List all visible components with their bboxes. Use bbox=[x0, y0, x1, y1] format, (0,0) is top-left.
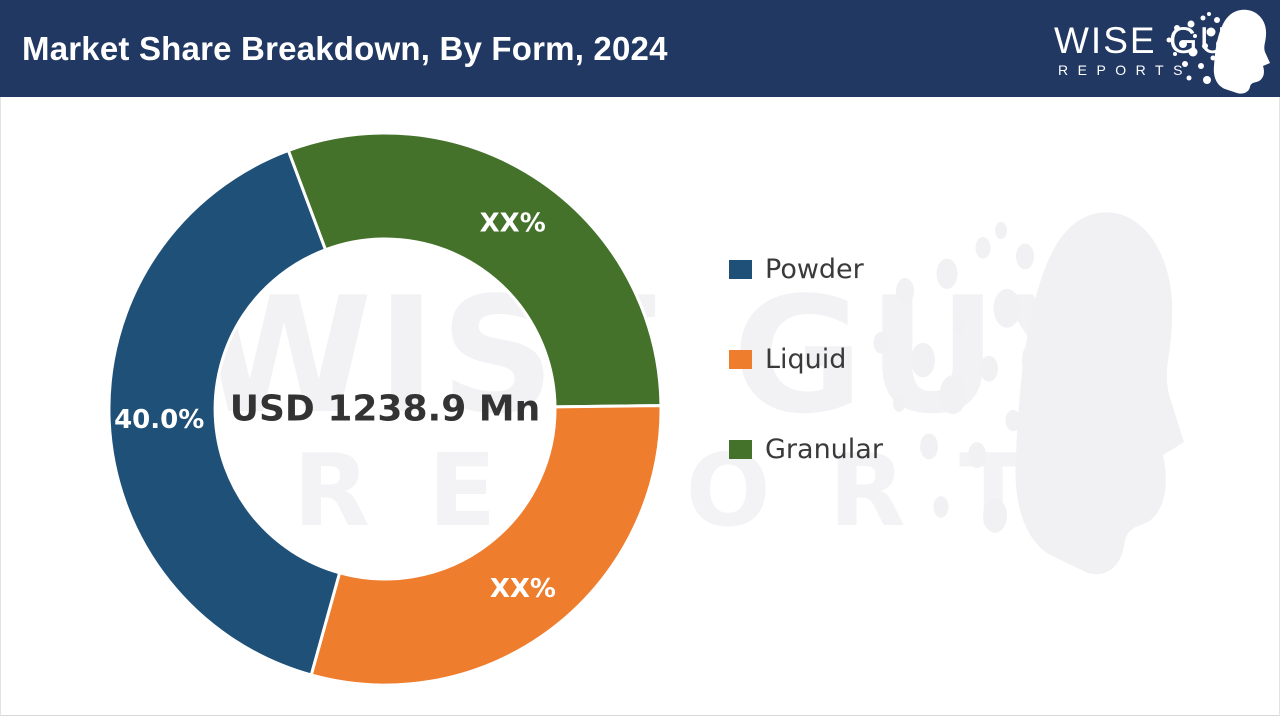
logo-subtitle: REPORTS bbox=[1058, 62, 1192, 78]
legend: Powder Liquid Granular bbox=[729, 255, 883, 525]
legend-label-liquid: Liquid bbox=[765, 343, 847, 375]
legend-item-granular: Granular bbox=[729, 435, 883, 463]
legend-item-liquid: Liquid bbox=[729, 345, 883, 373]
legend-swatch-liquid bbox=[729, 349, 752, 369]
segment-label-powder: 40.0% bbox=[114, 405, 204, 435]
donut-segment-powder bbox=[107, 149, 342, 677]
legend-swatch-granular bbox=[729, 439, 752, 459]
donut-segment-granular bbox=[286, 131, 663, 409]
segment-label-granular: XX% bbox=[480, 209, 546, 239]
page-title: Market Share Breakdown, By Form, 2024 bbox=[22, 29, 668, 67]
legend-swatch-powder bbox=[729, 259, 752, 279]
donut-chart: XX% XX% 40.0% bbox=[107, 131, 663, 687]
chart-area: WISE GUY REPORTS XX% XX% 40.0% USD 1238.9 … bbox=[0, 97, 1280, 716]
watermark-face-icon bbox=[873, 212, 1184, 575]
wise-guy-logo: WISE GUY REPORTS bbox=[1032, 4, 1272, 94]
header-bar: Market Share Breakdown, By Form, 2024 WI… bbox=[0, 0, 1280, 97]
donut-center-value: USD 1238.9 Mn bbox=[229, 388, 541, 430]
logo-face-icon bbox=[1166, 9, 1270, 94]
legend-label-powder: Powder bbox=[765, 253, 864, 285]
legend-item-powder: Powder bbox=[729, 255, 883, 283]
segment-label-liquid: XX% bbox=[490, 574, 556, 604]
legend-label-granular: Granular bbox=[765, 433, 883, 465]
donut-segment-liquid bbox=[309, 404, 663, 687]
